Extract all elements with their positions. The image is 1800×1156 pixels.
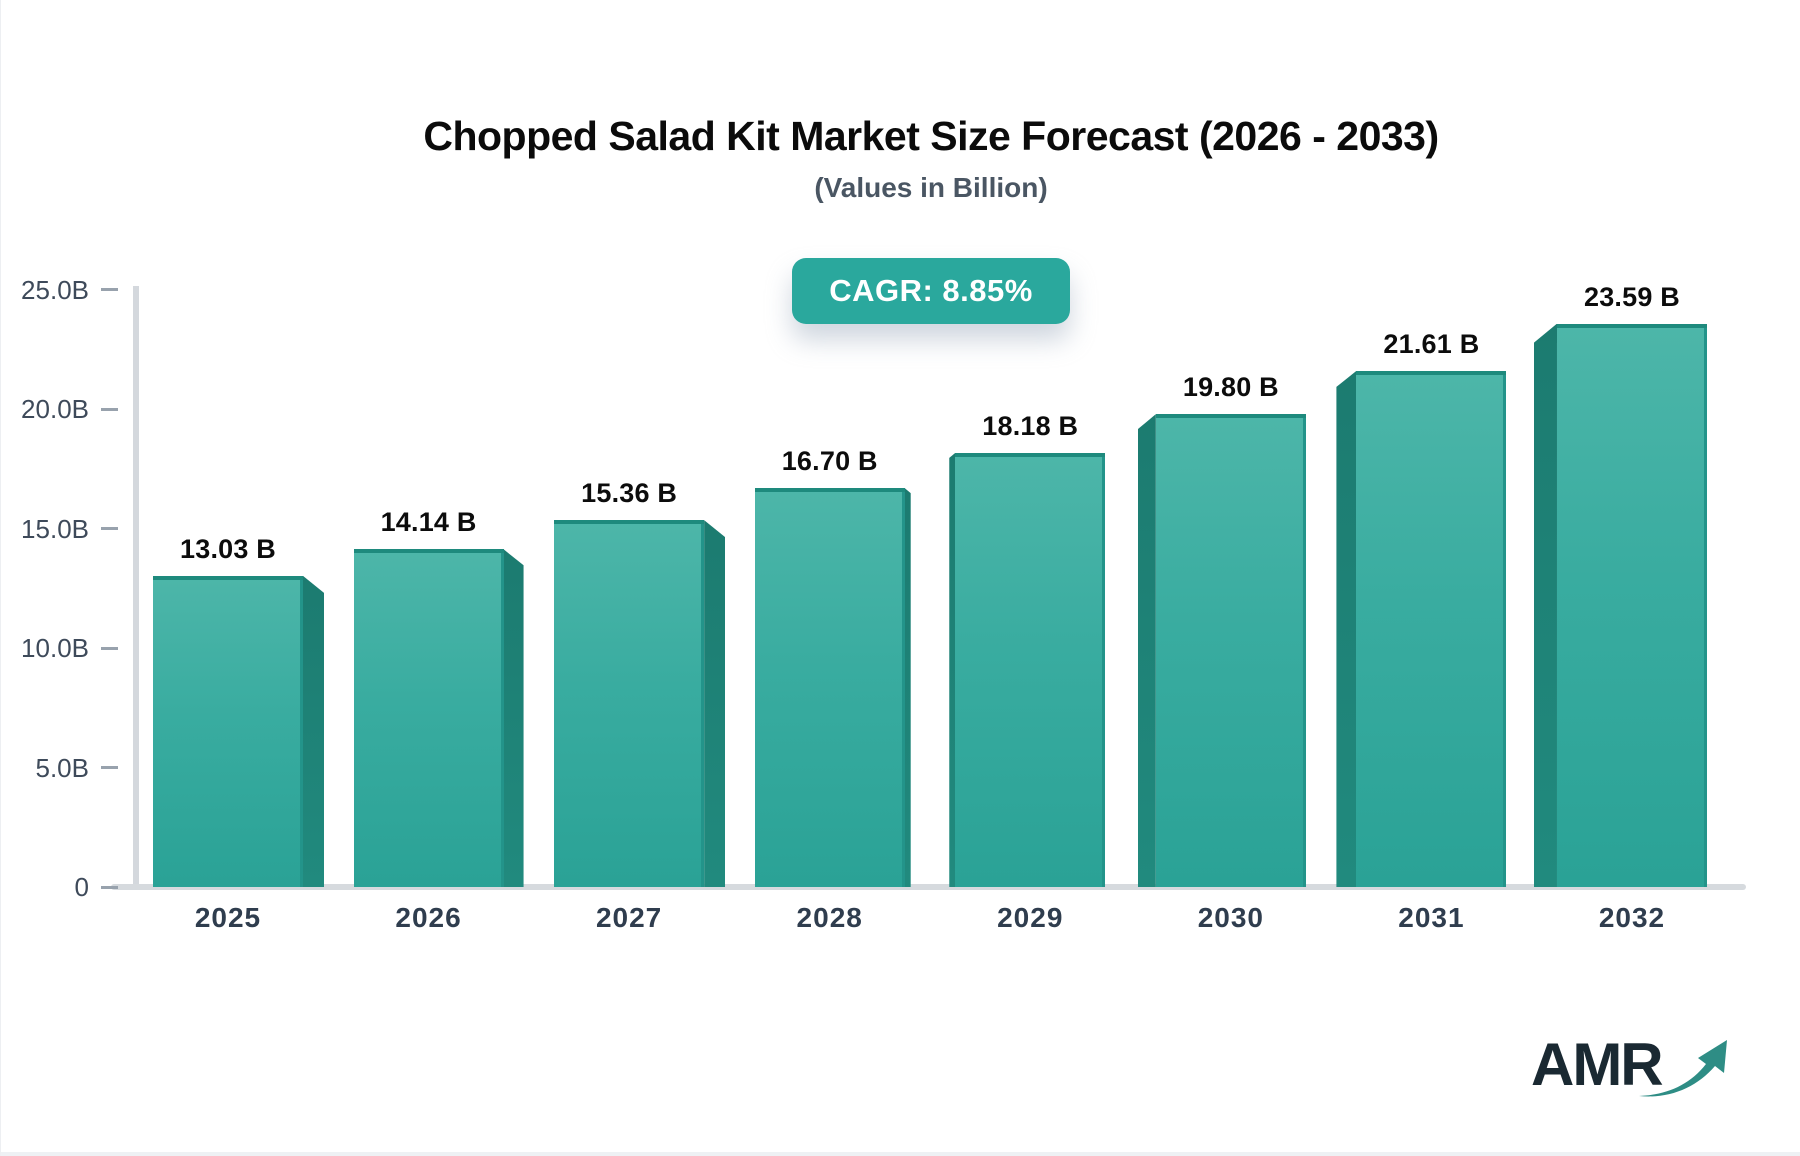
bar-side-2027 [704, 520, 726, 887]
value-label-2031: 21.61 B [1383, 328, 1480, 359]
x-tick-label-2026: 2026 [395, 902, 462, 933]
y-tick-dash [101, 766, 118, 770]
y-tick-label-10.0B: 10.0B [21, 633, 89, 664]
value-label-2026: 14.14 B [380, 507, 477, 538]
y-axis-line [133, 286, 139, 887]
value-label-2032: 23.59 B [1584, 281, 1680, 312]
amr-logo-text: AMR [1531, 1031, 1664, 1098]
x-tick-label-2027: 2027 [595, 902, 663, 933]
bar-side-2032 [1533, 323, 1557, 887]
y-tick-label-5.0B: 5.0B [35, 752, 90, 783]
bar-side-2029 [949, 452, 956, 887]
x-tick-label-2031: 2031 [1398, 902, 1465, 933]
x-tick-label-2032: 2032 [1598, 902, 1666, 933]
x-tick-label-2025: 2025 [194, 902, 262, 933]
y-tick-dash [101, 527, 118, 531]
bar-2030 [1155, 414, 1306, 887]
y-tick-label-0: 0 [74, 872, 89, 902]
y-tick-dash [101, 885, 118, 889]
bar-2025 [153, 575, 303, 887]
x-axis-line [111, 884, 1746, 890]
chart-title: Chopped Salad Kit Market Size Forecast (… [423, 113, 1439, 159]
value-label-2029: 18.18 B [982, 410, 1079, 441]
bar-side-2028 [904, 488, 911, 887]
bar-2032 [1556, 323, 1707, 887]
amr-logo-arrow-icon [1639, 1040, 1727, 1097]
bar-side-2031 [1336, 370, 1357, 887]
cagr-badge-label: CAGR: 8.85% [829, 273, 1033, 308]
value-label-2028: 16.70 B [781, 446, 878, 477]
bar-2031 [1356, 370, 1507, 887]
bar-side-2025 [303, 575, 324, 887]
y-tick-dash [101, 407, 118, 411]
y-tick-label-20.0B: 20.0B [21, 394, 89, 425]
bar-side-2030 [1137, 414, 1156, 887]
y-tick-label-15.0B: 15.0B [21, 513, 89, 544]
bar-2029 [955, 452, 1106, 887]
y-tick-dash [101, 646, 118, 650]
value-label-2025: 13.03 B [180, 533, 276, 564]
chart-subtitle: (Values in Billion) [814, 172, 1048, 203]
x-tick-label-2029: 2029 [997, 902, 1064, 933]
y-tick-dash [101, 288, 118, 292]
value-label-2030: 19.80 B [1182, 372, 1279, 403]
value-label-2027: 15.36 B [581, 478, 678, 509]
x-tick-label-2028: 2028 [796, 902, 863, 933]
amr-logo: AMR [1531, 1030, 1727, 1110]
y-tick-label-25.0B: 25.0B [21, 274, 89, 305]
bar-2026 [353, 549, 504, 887]
x-tick-label-2030: 2030 [1197, 902, 1264, 933]
bar-2028 [754, 488, 905, 887]
bar-2027 [554, 520, 705, 887]
bar-side-2026 [503, 549, 524, 887]
cagr-badge: CAGR: 8.85% [792, 258, 1070, 324]
